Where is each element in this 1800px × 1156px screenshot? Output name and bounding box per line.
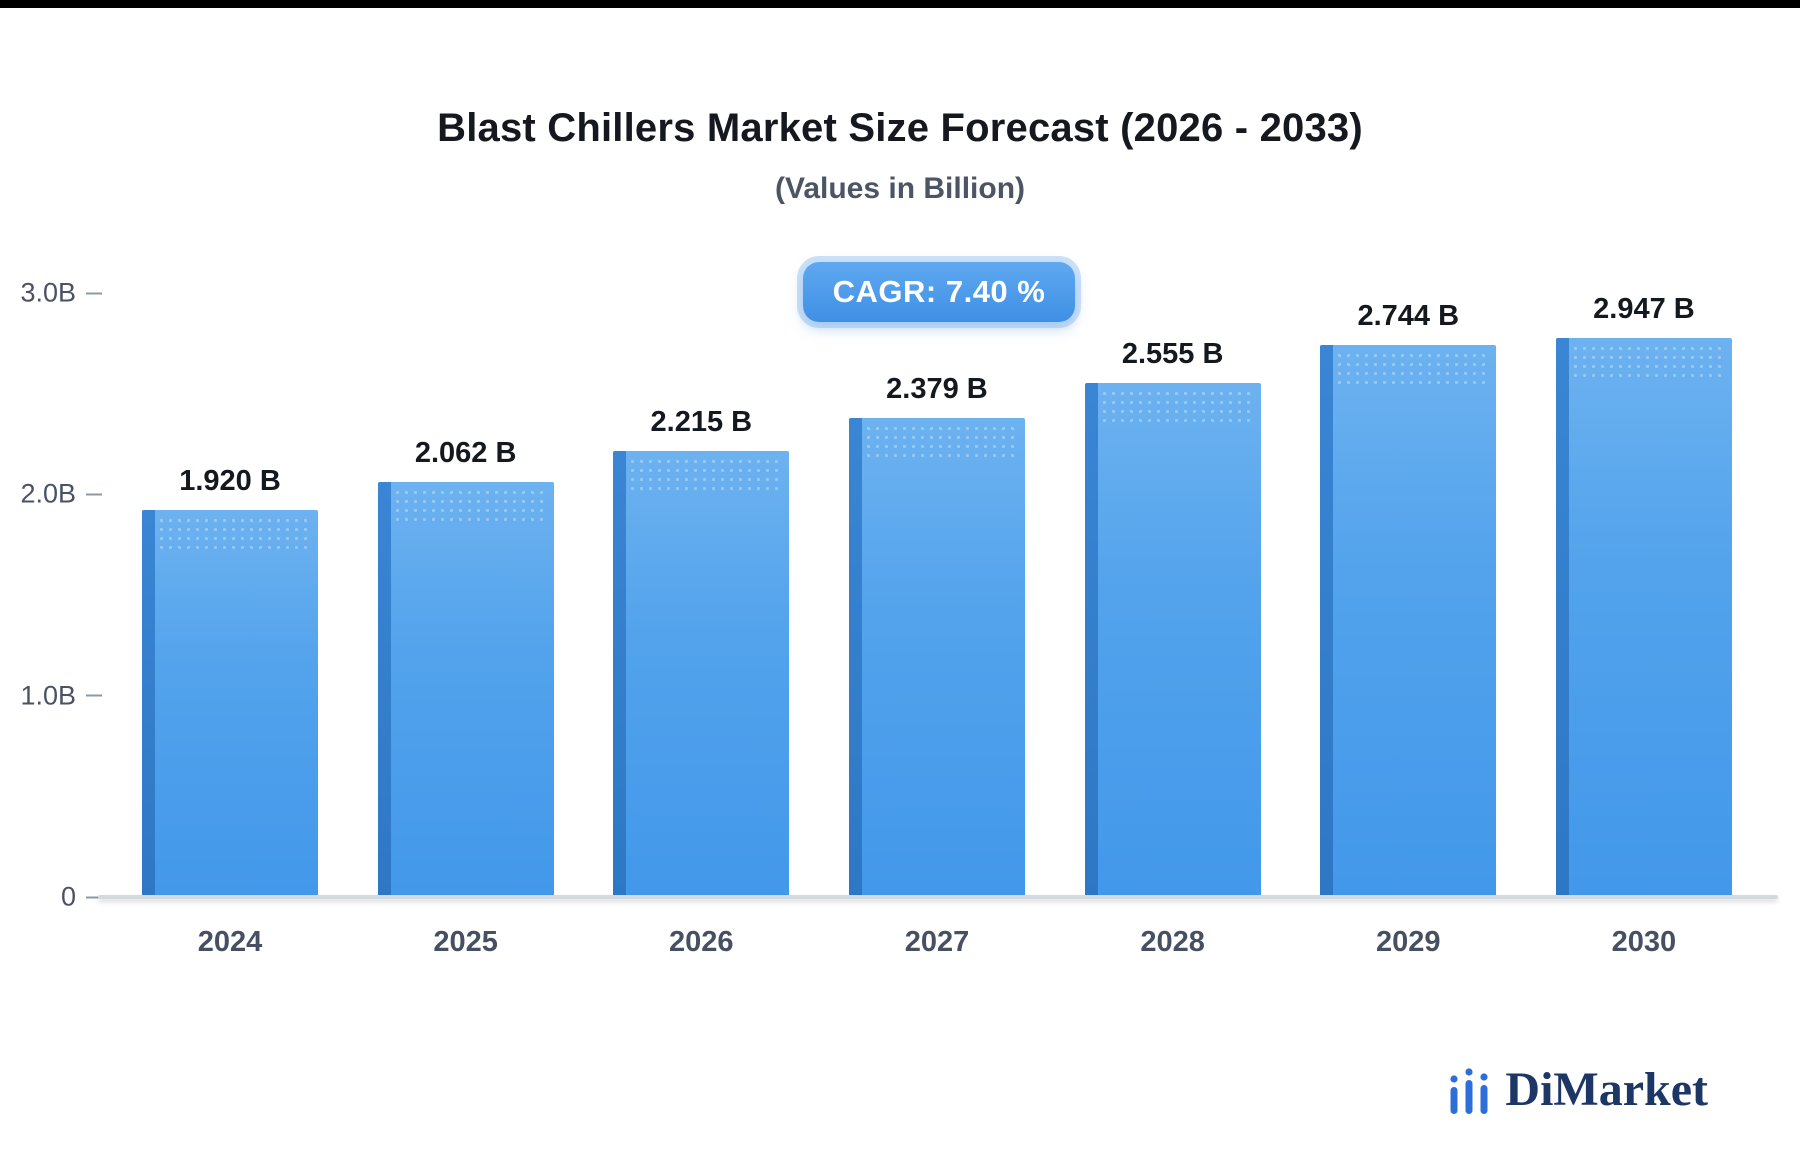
bar-group: 2.744 B 2029 [1320,293,1497,958]
y-tick-label: 2.0B [20,478,76,509]
tick-mark [86,493,102,496]
bar-value-label: 2.062 B [414,436,517,469]
bar-value-label: 2.379 B [886,373,988,406]
bar-group: 2.379 B 2027 [848,293,1025,958]
x-axis-label: 2028 [1140,926,1205,958]
bar [613,451,790,897]
chart-subtitle: (Values in Billion) [774,172,1026,205]
bar-value-label: 2.215 B [650,406,753,439]
bar-value-label: 2.744 B [1357,299,1460,332]
tick-mark [86,694,102,697]
y-tick: 0 [4,882,102,913]
x-axis-label: 2026 [669,926,734,958]
bar-value-label: 2.555 B [1121,337,1224,370]
cagr-badge: CAGR: 7.40 % [803,262,1075,322]
y-tick-label: 1.0B [20,680,76,711]
bar-group: 1.920 B 2024 [142,293,318,958]
bar [1555,338,1732,897]
x-axis-label: 2024 [197,926,263,958]
y-tick: 2.0B [4,479,102,510]
plot-area: 0 1.0B 2.0B 3.0B 1.920 B 2024 2.062 B 20… [20,278,1778,958]
bar-group: 2.555 B 2028 [1084,293,1261,958]
y-tick-label: 0 [60,881,76,912]
bar [1084,382,1261,898]
bar [142,510,318,897]
x-axis-label: 2027 [904,926,970,958]
bar [377,481,554,898]
x-axis-label: 2029 [1376,926,1441,958]
bar-group: 2.062 B 2025 [377,293,554,958]
bar-value-label: 1.920 B [179,465,281,498]
bar [1320,344,1497,898]
bar-group: 2.947 B 2030 [1555,293,1732,958]
bar-group: 2.215 B 2026 [613,293,790,958]
bars: 1.920 B 2024 2.062 B 2025 2.215 B 2026 2… [142,293,1732,958]
bar-chart-icon [1450,1068,1489,1114]
x-axis-label: 2025 [433,926,498,958]
top-border [0,0,1800,8]
y-tick-label: 3.0B [20,277,76,308]
brand-name: DiMarket [1505,1063,1708,1116]
y-tick: 1.0B [4,680,102,711]
cagr-label: CAGR: 7.40 % [832,274,1046,309]
x-axis-label: 2030 [1611,926,1677,958]
y-tick: 3.0B [4,278,102,309]
tick-mark [86,292,102,294]
bar [848,418,1025,897]
bar-value-label: 2.947 B [1593,293,1695,325]
chart-title: Blast Chillers Market Size Forecast (202… [437,106,1363,150]
x-axis-line [98,895,1778,899]
brand-logo: DiMarket [1445,1066,1708,1114]
